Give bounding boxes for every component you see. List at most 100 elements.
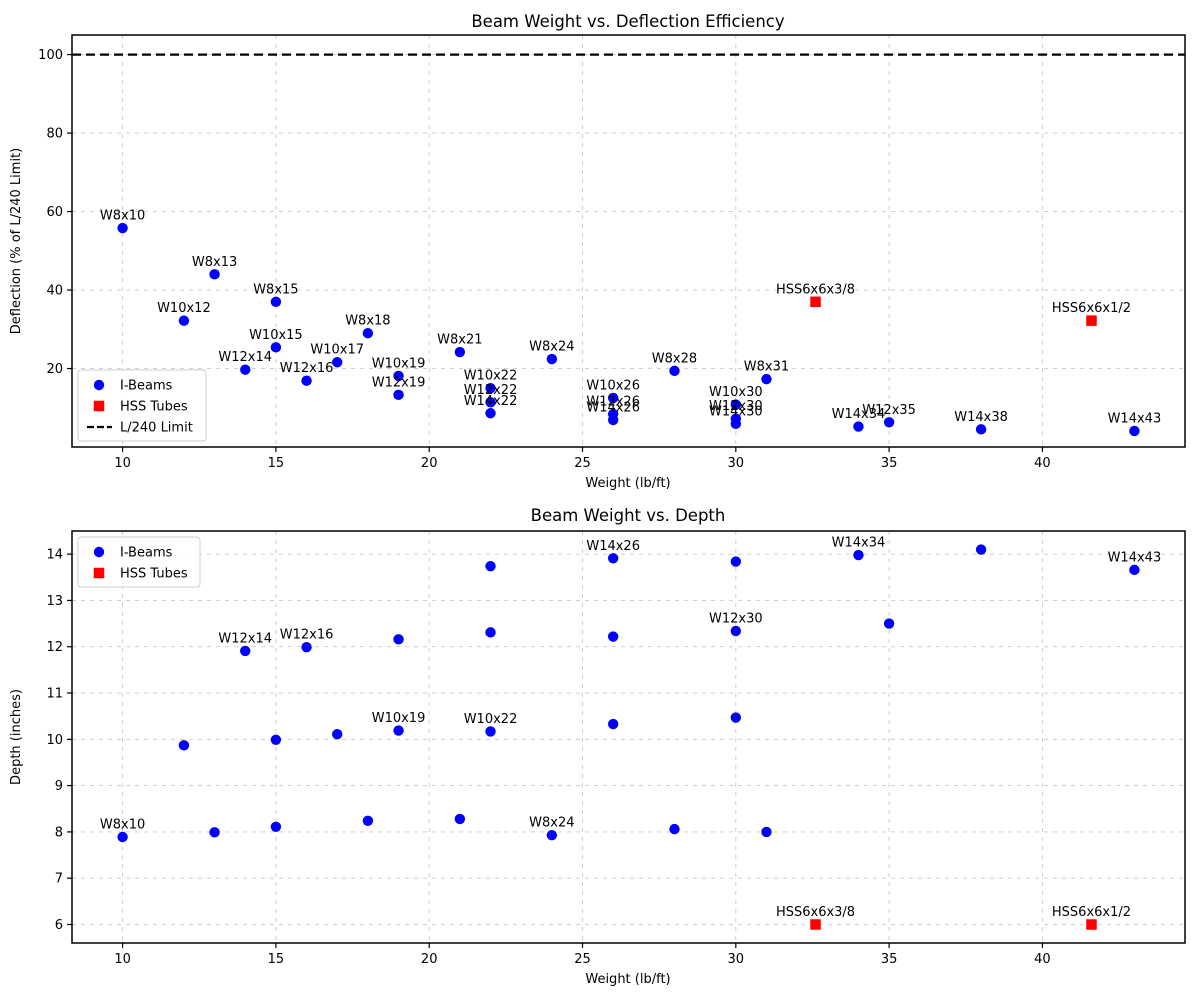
point-label: W10x15 xyxy=(249,328,303,343)
point-label: W8x10 xyxy=(100,209,145,224)
point-label: W12x16 xyxy=(280,628,334,643)
data-point xyxy=(853,549,864,561)
point-label: W8x13 xyxy=(192,255,237,270)
data-point xyxy=(485,397,496,408)
legend-entry-label: L/240 Limit xyxy=(120,421,193,436)
y-tick-label: 80 xyxy=(46,127,63,142)
x-tick-label: 30 xyxy=(728,952,745,967)
data-point xyxy=(730,712,742,723)
y-tick-label: 14 xyxy=(46,548,63,563)
data-point xyxy=(761,826,772,838)
x-tick-label: 25 xyxy=(574,456,591,471)
axes-frame xyxy=(71,34,1186,448)
data-point xyxy=(117,222,128,234)
data-point xyxy=(810,919,821,930)
x-tick-label: 40 xyxy=(1034,952,1051,967)
data-point xyxy=(301,375,312,386)
point-label: HSS6x6x3/8 xyxy=(776,905,855,920)
legend-marker-circle xyxy=(93,546,105,558)
legend-entry-label: HSS Tubes xyxy=(120,400,188,415)
data-point xyxy=(730,399,742,410)
data-point xyxy=(853,421,864,432)
legend-box xyxy=(77,369,207,442)
y-tick-label: 40 xyxy=(46,284,63,299)
data-point xyxy=(485,560,496,572)
data-point xyxy=(485,382,496,394)
data-point xyxy=(240,645,251,657)
data-point xyxy=(730,556,742,567)
x-tick-label: 40 xyxy=(1034,456,1051,471)
data-point xyxy=(546,353,558,365)
point-label: W12x22 xyxy=(464,383,518,398)
x-tick-label: 30 xyxy=(728,456,745,471)
point-label: HSS6x6x1/2 xyxy=(1052,301,1131,316)
x-tick-label: 10 xyxy=(114,952,131,967)
legend-entry-label: HSS Tubes xyxy=(120,567,188,582)
data-point xyxy=(301,641,312,653)
point-label: W14x34 xyxy=(832,407,886,422)
data-point xyxy=(485,627,496,638)
bottom-chart-title: Beam Weight vs. Depth xyxy=(531,506,726,525)
legend-box xyxy=(77,536,201,588)
bottom-chart-ylabel: Depth (inches) xyxy=(9,689,24,785)
data-point xyxy=(393,370,404,382)
x-tick-label: 20 xyxy=(421,456,438,471)
point-label: W10x12 xyxy=(157,301,211,316)
x-tick-label: 10 xyxy=(114,456,131,471)
data-point xyxy=(240,364,251,375)
point-label: W8x18 xyxy=(345,314,390,329)
data-point xyxy=(730,625,742,637)
point-label: HSS6x6x3/8 xyxy=(776,282,855,297)
y-tick-label: 11 xyxy=(46,687,63,702)
point-label: W8x24 xyxy=(529,340,574,355)
point-label: W12x14 xyxy=(218,350,272,365)
data-point xyxy=(669,823,680,835)
data-point xyxy=(270,296,282,308)
data-point xyxy=(485,726,496,737)
point-label: W10x30 xyxy=(709,385,763,400)
bottom-chart-xlabel: Weight (lb/ft) xyxy=(585,972,670,987)
x-tick-label: 25 xyxy=(574,952,591,967)
point-label: W14x38 xyxy=(954,410,1008,425)
data-point xyxy=(883,417,895,428)
point-label: W12x26 xyxy=(586,395,640,410)
x-tick-label: 35 xyxy=(881,952,898,967)
legend-marker-square xyxy=(93,400,105,412)
data-point xyxy=(270,821,282,833)
data-point xyxy=(178,315,190,326)
data-point xyxy=(607,718,619,730)
point-label: W12x19 xyxy=(372,375,426,390)
point-label: W12x30 xyxy=(709,399,763,414)
axes-frame xyxy=(71,530,1186,944)
point-label: W10x22 xyxy=(464,369,518,384)
x-tick-label: 15 xyxy=(268,456,285,471)
data-point xyxy=(393,389,404,401)
point-label: W8x28 xyxy=(652,351,697,366)
data-point xyxy=(332,357,343,368)
point-label: W8x15 xyxy=(253,282,298,297)
data-point xyxy=(454,346,466,358)
data-point xyxy=(730,418,742,430)
data-point xyxy=(607,631,619,642)
data-point xyxy=(485,408,496,419)
point-label: W14x22 xyxy=(464,394,518,409)
top-chart-title: Beam Weight vs. Deflection Efficiency xyxy=(471,12,785,31)
point-label: W14x26 xyxy=(586,539,640,554)
y-tick-label: 12 xyxy=(46,640,63,655)
data-point xyxy=(810,296,821,308)
top-chart-plot-area: W8x10 W10x12 W8x13 W12x14 W8x15 W10x15 W12x16 W… xyxy=(38,34,1186,471)
point-label: W14x43 xyxy=(1108,550,1162,565)
data-point xyxy=(1086,315,1097,326)
legend-marker-circle xyxy=(93,379,105,391)
data-point xyxy=(607,553,619,564)
data-point xyxy=(1086,919,1097,930)
data-point xyxy=(362,815,374,826)
point-label: W8x10 xyxy=(100,817,145,832)
data-point xyxy=(607,414,619,426)
y-tick-label: 7 xyxy=(55,872,63,887)
point-label: W12x16 xyxy=(280,361,334,376)
point-label: W12x30 xyxy=(709,611,763,626)
data-point xyxy=(393,725,404,736)
